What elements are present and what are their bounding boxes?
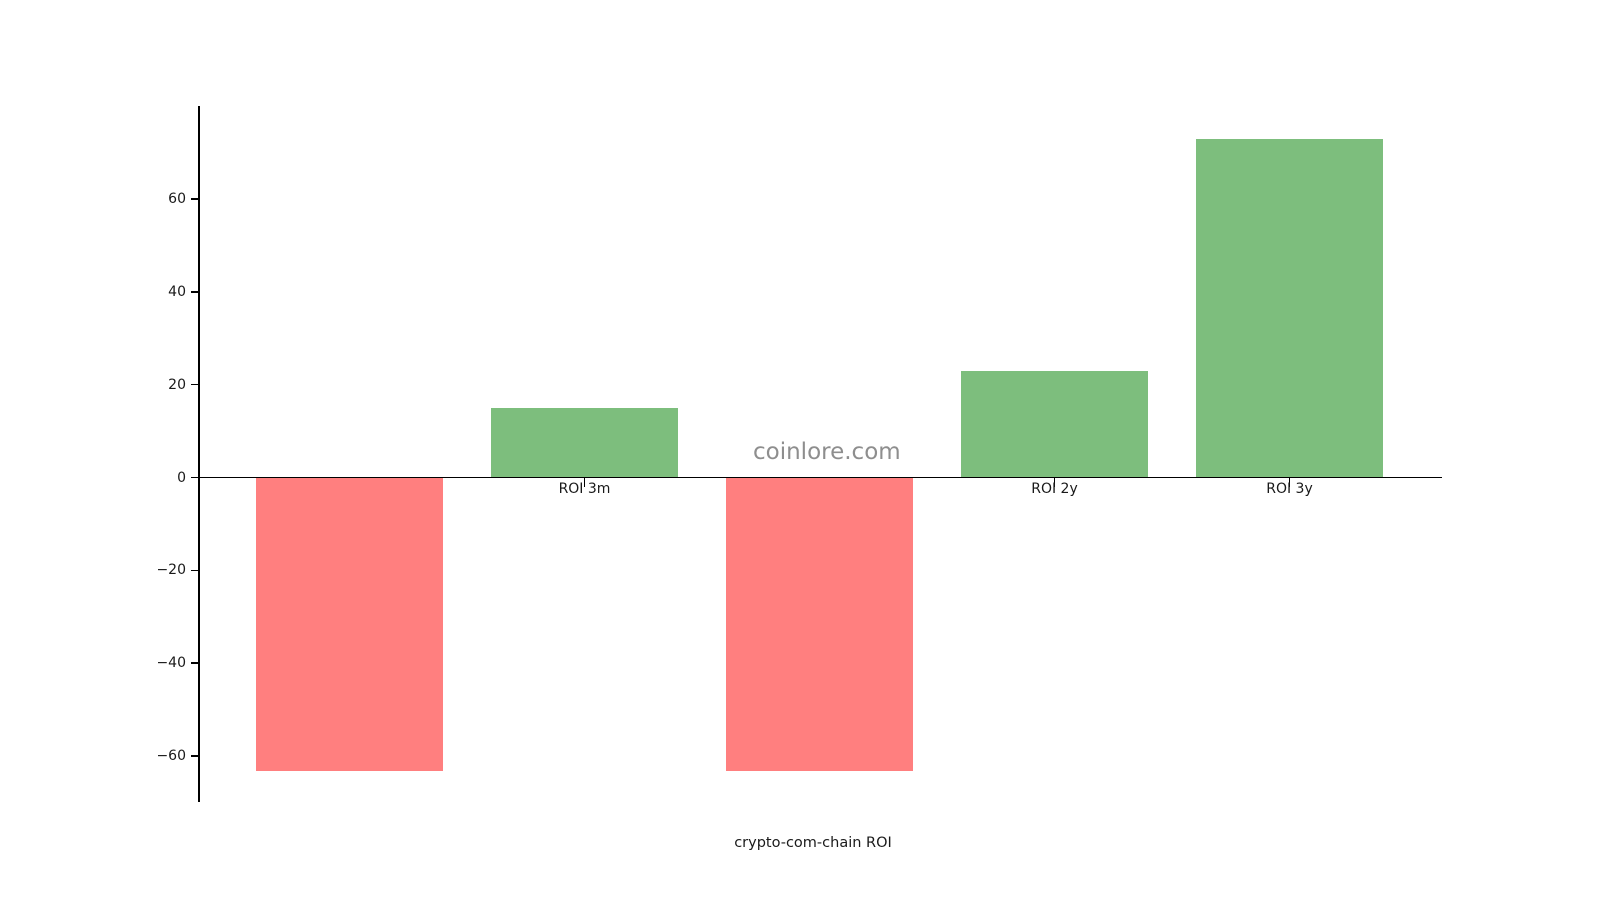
y-tick [191,755,199,757]
y-tick-label: 20 [168,376,186,393]
bar-3 [961,370,1148,478]
x-tick [583,478,586,488]
y-tick [191,476,199,479]
x-axis-line [198,476,1442,479]
x-tick-label-1: ROI 3m [558,480,611,497]
y-tick [191,291,199,293]
y-tick-label: 60 [168,191,186,208]
y-tick-label: 0 [177,469,186,486]
bar-2 [726,478,913,771]
y-tick [191,569,199,572]
chart-title: crypto-com-chain ROI [734,835,892,851]
y-tick-label: −40 [156,655,186,672]
x-tick-label-3: ROI 2y [1031,480,1078,497]
x-tick-label-4: ROI 3y [1266,480,1313,497]
y-tick [191,383,199,386]
watermark: coinlore.com [753,439,901,465]
bar-1 [491,407,678,478]
y-axis-spine [198,106,200,803]
x-tick [1053,478,1056,488]
y-tick [191,198,199,200]
y-tick-label: −60 [156,747,186,764]
y-tick-label: −20 [156,562,186,579]
bar-0 [256,478,443,771]
y-tick [191,662,199,664]
y-tick-label: 40 [168,283,186,300]
bar-4 [1196,138,1383,478]
x-tick [1288,478,1291,488]
